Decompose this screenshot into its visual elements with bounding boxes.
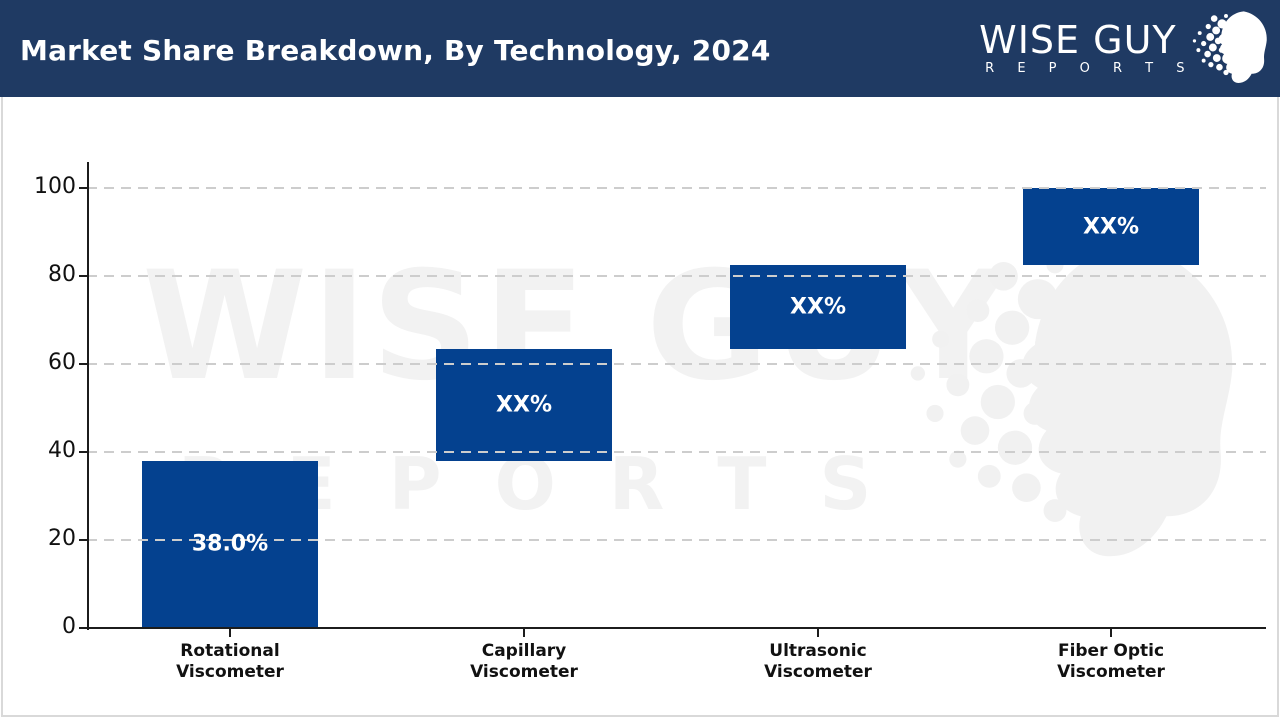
watermark-head-icon <box>855 228 1255 576</box>
waterfall-bar <box>142 460 318 628</box>
y-tick-label: 20 <box>48 526 76 551</box>
waterfall-bar <box>1023 188 1199 265</box>
y-tick-mark <box>79 363 87 365</box>
y-tick-label: 0 <box>62 614 76 639</box>
brand-logo: WISE GUY R E P O R T S <box>979 8 1272 87</box>
x-category-label-line: Viscometer <box>470 662 578 682</box>
x-tick-mark <box>1110 629 1112 637</box>
x-axis-line <box>87 627 1266 629</box>
bar-value-label: XX% <box>1083 214 1139 239</box>
x-category-label-line: Viscometer <box>176 662 284 682</box>
gridline <box>87 187 1266 189</box>
y-tick-label: 40 <box>48 438 76 463</box>
page-title: Market Share Breakdown, By Technology, 2… <box>20 34 771 67</box>
x-tick-mark <box>523 629 525 637</box>
bar-value-label: XX% <box>496 392 552 418</box>
y-tick-mark <box>79 187 87 189</box>
gridline <box>87 363 1266 365</box>
bar-value-label: 38.0% <box>191 531 269 557</box>
brand-name: WISE GUY <box>979 17 1177 62</box>
y-tick-mark <box>79 539 87 541</box>
y-tick-label: 80 <box>48 262 76 287</box>
x-category-label: Rotational Viscometer <box>100 641 360 683</box>
x-category-label-line: Viscometer <box>764 662 872 682</box>
x-category-label-line: Viscometer <box>1057 662 1165 682</box>
gridline <box>87 275 1266 277</box>
waterfall-bar <box>730 265 906 349</box>
bar-value-label: XX% <box>790 294 846 320</box>
x-category-label: Fiber Optic Viscometer <box>981 641 1241 683</box>
waterfall-bar <box>436 348 612 461</box>
x-tick-mark <box>817 629 819 637</box>
gridline <box>87 539 1266 541</box>
y-tick-mark <box>79 451 87 453</box>
x-category-label: Ultrasonic Viscometer <box>688 641 948 683</box>
gridline <box>87 451 1266 453</box>
x-tick-mark <box>229 629 231 637</box>
x-category-label-line: Rotational <box>180 641 280 661</box>
x-category-label: Capillary Viscometer <box>394 641 654 683</box>
y-tick-label: 60 <box>48 350 76 375</box>
y-axis-line <box>87 162 89 630</box>
y-tick-mark <box>79 275 87 277</box>
x-category-label-line: Capillary <box>481 641 567 661</box>
brand-tagline: R E P O R T S <box>985 60 1194 76</box>
x-category-label-line: Ultrasonic <box>769 641 867 661</box>
header-band: Market Share Breakdown, By Technology, 2… <box>0 0 1280 97</box>
brand-logo-text: WISE GUY R E P O R T S <box>979 20 1194 76</box>
y-tick-label: 100 <box>34 174 76 199</box>
x-category-label-line: Fiber Optic <box>1057 641 1165 661</box>
y-tick-mark <box>79 627 87 629</box>
